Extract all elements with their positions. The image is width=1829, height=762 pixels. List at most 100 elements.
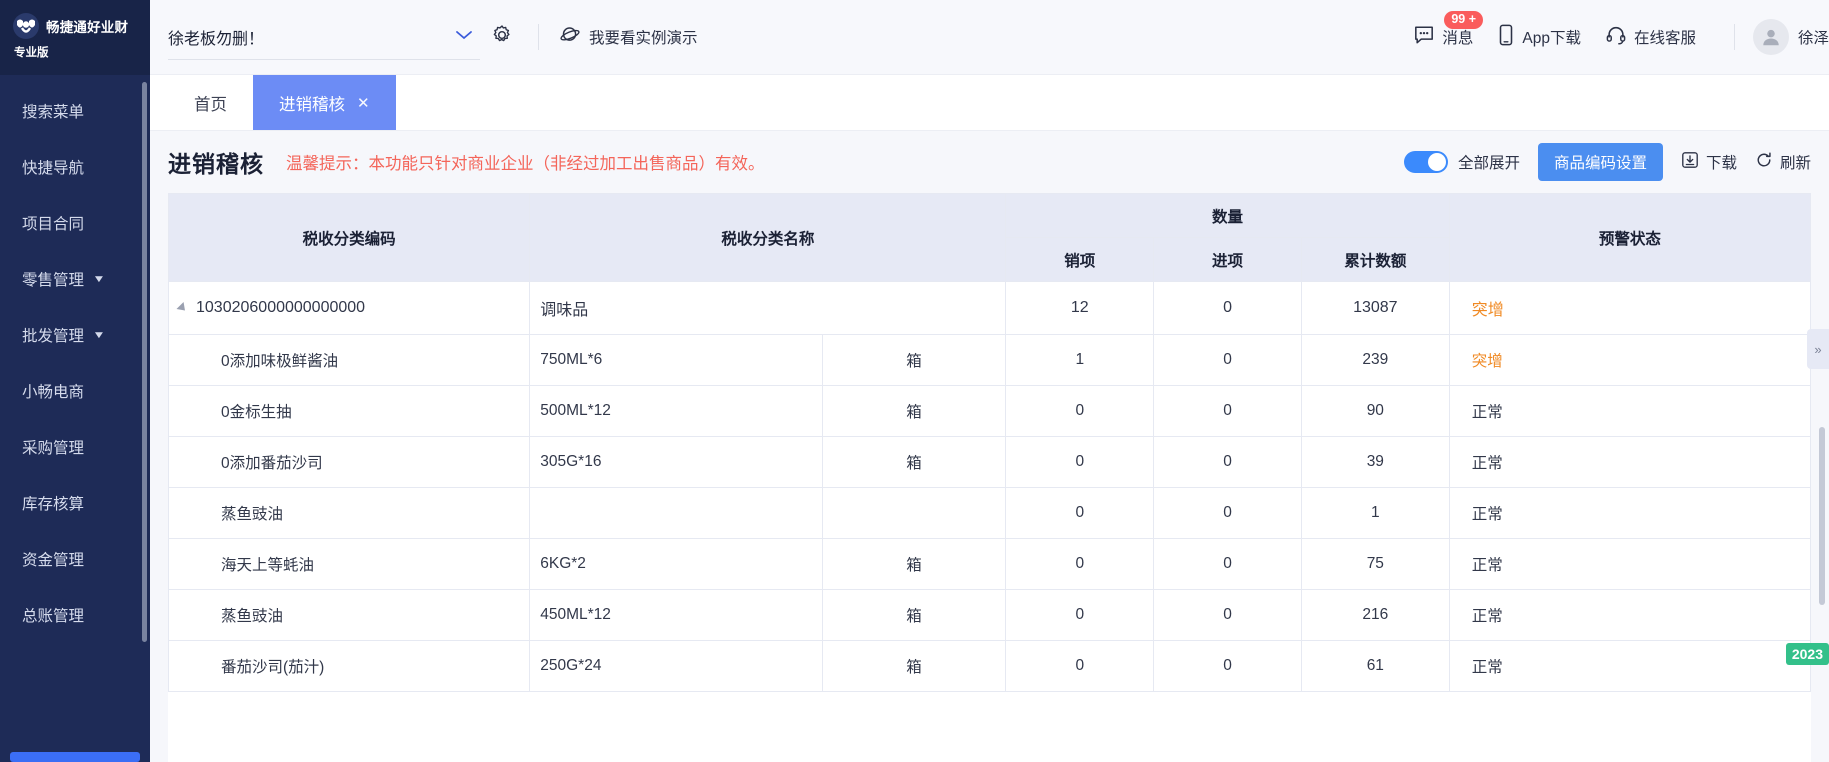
- cell-spec: 450ML*12: [529, 589, 823, 641]
- cell-purchase: 0: [1153, 334, 1302, 386]
- tab-home[interactable]: 首页: [168, 75, 253, 130]
- refresh-icon: [1755, 151, 1773, 174]
- page-content: 进销稽核 温馨提示：本功能只针对商业企业（非经过加工出售商品）有效。 全部展开 …: [150, 131, 1829, 762]
- app-download-button[interactable]: App下载: [1497, 24, 1581, 51]
- messages-label: 消息: [1442, 30, 1474, 47]
- cell-cumulative: 90: [1300, 385, 1450, 437]
- cell-unit: 箱: [821, 334, 1007, 386]
- sidebar-item-quick-nav[interactable]: 快捷导航: [0, 139, 150, 195]
- cell-cumulative: 39: [1300, 436, 1450, 488]
- sidebar-item-project-contract[interactable]: 项目合同: [0, 195, 150, 251]
- cell-code: 0添加番茄沙司: [168, 436, 531, 488]
- sidebar-item-label: 搜索菜单: [22, 104, 85, 121]
- table-scrollbar[interactable]: [1819, 427, 1825, 605]
- col-header-cumulative[interactable]: 累计数额: [1300, 237, 1450, 282]
- sidebar-item-fund-management[interactable]: 资金管理: [0, 531, 150, 587]
- gear-icon: [491, 24, 513, 51]
- status-badge: 正常: [1448, 385, 1811, 437]
- cell-cumulative: 239: [1300, 334, 1450, 386]
- page-title: 进销稽核: [168, 151, 264, 177]
- cell-unit: 箱: [821, 589, 1007, 641]
- table-head-row-2: 销项 进项 累计数额: [169, 237, 1811, 282]
- cell-code-text: 1030206000000000000: [196, 299, 366, 316]
- sidebar-item-label: 总账管理: [22, 608, 85, 625]
- cell-code: 海天上等蚝油: [168, 538, 531, 590]
- online-service-button[interactable]: 在线客服: [1605, 24, 1696, 51]
- cell-sales: 0: [1005, 538, 1155, 590]
- table-row[interactable]: 蒸鱼豉油 450ML*12 箱 0 0 216 正常: [168, 589, 1811, 641]
- chevron-double-right-icon[interactable]: »: [1807, 329, 1829, 369]
- status-badge: 正常: [1448, 640, 1811, 692]
- sidebar-active-indicator: [10, 752, 140, 762]
- page-tip: 温馨提示：本功能只针对商业企业（非经过加工出售商品）有效。: [286, 155, 765, 173]
- cell-unit: [821, 487, 1007, 539]
- col-header-status[interactable]: 预警状态: [1448, 193, 1811, 282]
- col-header-purchase[interactable]: 进项: [1153, 237, 1302, 282]
- sidebar-item-ecommerce[interactable]: 小畅电商: [0, 363, 150, 419]
- col-header-code[interactable]: 税收分类编码: [168, 193, 531, 282]
- header-divider: [1733, 24, 1735, 50]
- cell-cumulative: 1: [1300, 487, 1450, 539]
- cell-sales: 0: [1005, 436, 1155, 488]
- demo-link-button[interactable]: 我要看实例演示: [559, 24, 698, 51]
- messages-button[interactable]: 消息 99 +: [1413, 10, 1484, 50]
- table-row[interactable]: 0添加番茄沙司 305G*16 箱 0 0 39 正常: [168, 436, 1811, 488]
- triangle-expanded-icon[interactable]: [176, 301, 189, 314]
- user-name: 徐泽: [1797, 30, 1829, 47]
- expand-all-toggle[interactable]: [1403, 151, 1448, 173]
- table-row[interactable]: 1030206000000000000 调味品 12 0 13087 突增: [168, 281, 1811, 335]
- sidebar-item-label: 零售管理: [22, 272, 85, 289]
- sidebar-item-general-ledger[interactable]: 总账管理: [0, 587, 150, 643]
- cell-purchase: 0: [1153, 538, 1302, 590]
- org-selector[interactable]: 徐老板勿删！: [168, 14, 480, 60]
- close-icon[interactable]: ✕: [357, 94, 370, 112]
- avatar: [1752, 19, 1789, 55]
- table-row[interactable]: 海天上等蚝油 6KG*2 箱 0 0 75 正常: [168, 538, 1811, 590]
- refresh-label: 刷新: [1779, 155, 1811, 172]
- sidebar-item-search-menu[interactable]: 搜索菜单: [0, 83, 150, 139]
- col-header-name[interactable]: 税收分类名称: [529, 193, 1007, 282]
- tab-purchase-sales-audit[interactable]: 进销稽核 ✕: [253, 75, 396, 130]
- cell-spec: [529, 487, 823, 539]
- sidebar-item-wholesale-management[interactable]: 批发管理 ▼: [0, 307, 150, 363]
- table-row[interactable]: 0添加味极鲜酱油 750ML*6 箱 1 0 239 突增: [168, 334, 1811, 386]
- cell-code[interactable]: 1030206000000000000: [168, 281, 531, 335]
- sidebar-item-inventory-accounting[interactable]: 库存核算: [0, 475, 150, 531]
- table-row[interactable]: 0金标生抽 500ML*12 箱 0 0 90 正常: [168, 385, 1811, 437]
- chevron-down-icon: ▼: [92, 273, 106, 285]
- cell-sales: 1: [1005, 334, 1155, 386]
- download-button[interactable]: 下载: [1681, 151, 1737, 174]
- demo-link-label: 我要看实例演示: [589, 30, 698, 47]
- settings-gear-button[interactable]: [480, 14, 524, 60]
- app-download-label: App下载: [1522, 30, 1581, 47]
- cell-spec: 750ML*6: [529, 334, 823, 386]
- col-header-sales[interactable]: 销项: [1005, 237, 1155, 282]
- cell-spec: 305G*16: [529, 436, 823, 488]
- sidebar-item-label: 快捷导航: [22, 160, 85, 177]
- user-menu[interactable]: 徐泽: [1752, 19, 1829, 55]
- refresh-button[interactable]: 刷新: [1755, 151, 1811, 174]
- tab-label: 首页: [194, 95, 227, 114]
- cell-purchase: 0: [1153, 487, 1302, 539]
- product-code-settings-button[interactable]: 商品编码设置: [1537, 143, 1663, 181]
- status-badge: 突增: [1448, 334, 1811, 386]
- brand-block: 畅捷通好业财 专业版: [0, 0, 150, 75]
- cell-sales: 12: [1005, 281, 1155, 335]
- sidebar-item-label: 项目合同: [22, 216, 85, 233]
- year-chip[interactable]: 2023: [1785, 643, 1829, 665]
- sidebar-item-retail-management[interactable]: 零售管理 ▼: [0, 251, 150, 307]
- cell-cumulative: 216: [1300, 589, 1450, 641]
- table-row[interactable]: 番茄沙司(茄汁) 250G*24 箱 0 0 61 正常: [168, 640, 1811, 692]
- cell-purchase: 0: [1153, 436, 1302, 488]
- chevron-down-icon: [454, 28, 474, 45]
- messages-badge: 99 +: [1444, 10, 1484, 29]
- message-icon: [1413, 25, 1435, 50]
- table-row[interactable]: 蒸鱼豉油 0 0 1 正常: [168, 487, 1811, 539]
- page-toolbar: 全部展开 商品编码设置 下载: [1403, 143, 1811, 181]
- sidebar-scrollbar[interactable]: [142, 82, 147, 642]
- sidebar-item-purchase-management[interactable]: 采购管理: [0, 419, 150, 475]
- cell-unit: 箱: [821, 385, 1007, 437]
- cell-cumulative: 75: [1300, 538, 1450, 590]
- cell-code: 0金标生抽: [168, 385, 531, 437]
- brand-sub: 专业版: [14, 47, 49, 59]
